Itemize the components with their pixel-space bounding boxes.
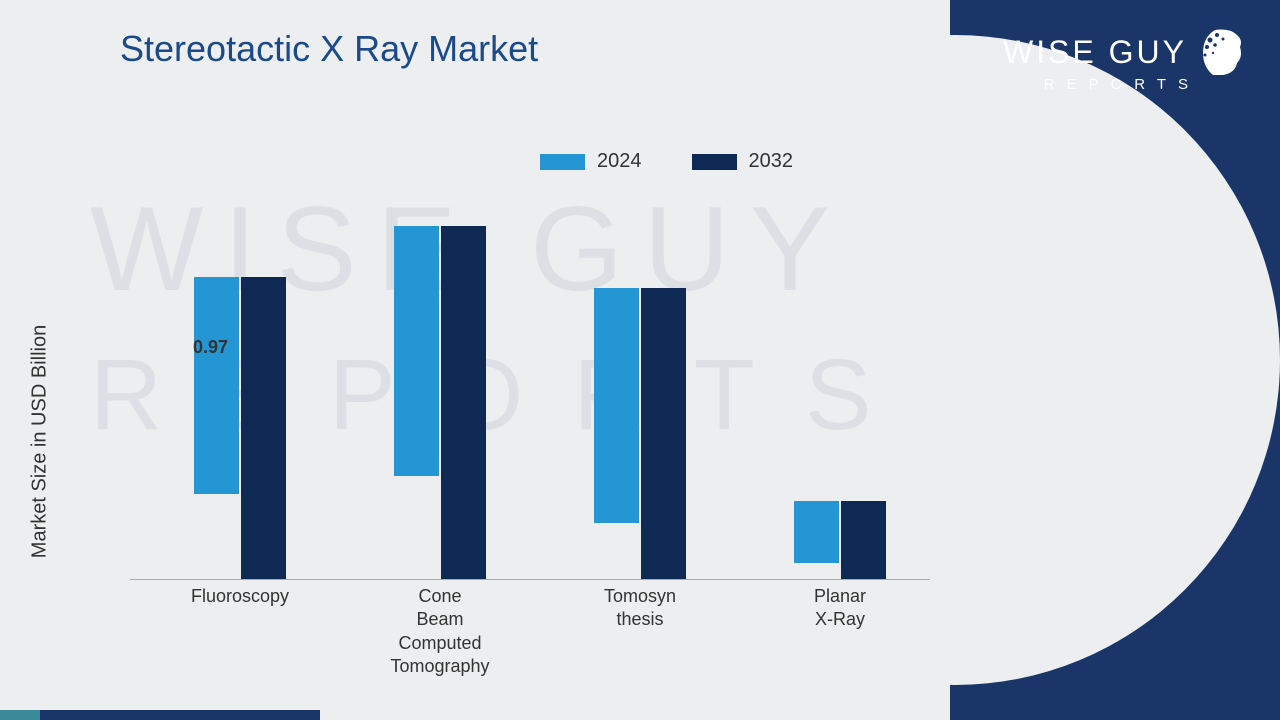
bar-value-label: 0.97	[193, 337, 228, 358]
logo-head-icon	[1195, 25, 1250, 80]
chart-area: Market Size in USD Billion 20242032 0.97…	[60, 150, 910, 700]
logo: WISE GUY REPORTS	[1003, 25, 1250, 93]
logo-text-main: WISE GUY	[1003, 34, 1187, 71]
legend-label: 2024	[597, 150, 642, 173]
legend-item: 2032	[692, 150, 794, 173]
y-axis-label: Market Size in USD Billion	[29, 325, 52, 558]
legend-swatch	[692, 154, 737, 170]
legend-item: 2024	[540, 150, 642, 173]
bar-2032	[441, 226, 486, 579]
bar-2024	[394, 226, 439, 476]
bar-2032	[241, 277, 286, 579]
bar-2024	[794, 501, 839, 564]
chart-title: Stereotactic X Ray Market	[120, 28, 538, 70]
bar-group	[190, 277, 290, 579]
x-axis-label: Fluoroscopy	[170, 585, 310, 608]
legend-swatch	[540, 154, 585, 170]
bar-group	[790, 501, 890, 579]
bar-2024	[194, 277, 239, 494]
bottom-accent-bar	[0, 710, 320, 720]
x-axis-label: Tomosynthesis	[570, 585, 710, 632]
bar-group	[590, 288, 690, 579]
legend-label: 2032	[749, 150, 794, 173]
bar-2032	[641, 288, 686, 579]
x-axis-label: ConeBeamComputedTomography	[370, 585, 510, 679]
plot-area: 0.97	[130, 200, 930, 580]
bar-2024	[594, 288, 639, 523]
bar-2032	[841, 501, 886, 579]
x-axis-label: PlanarX-Ray	[770, 585, 910, 632]
bar-group	[390, 226, 490, 579]
legend: 2024 2032	[540, 150, 793, 173]
bottom-teal-bar	[0, 710, 40, 720]
